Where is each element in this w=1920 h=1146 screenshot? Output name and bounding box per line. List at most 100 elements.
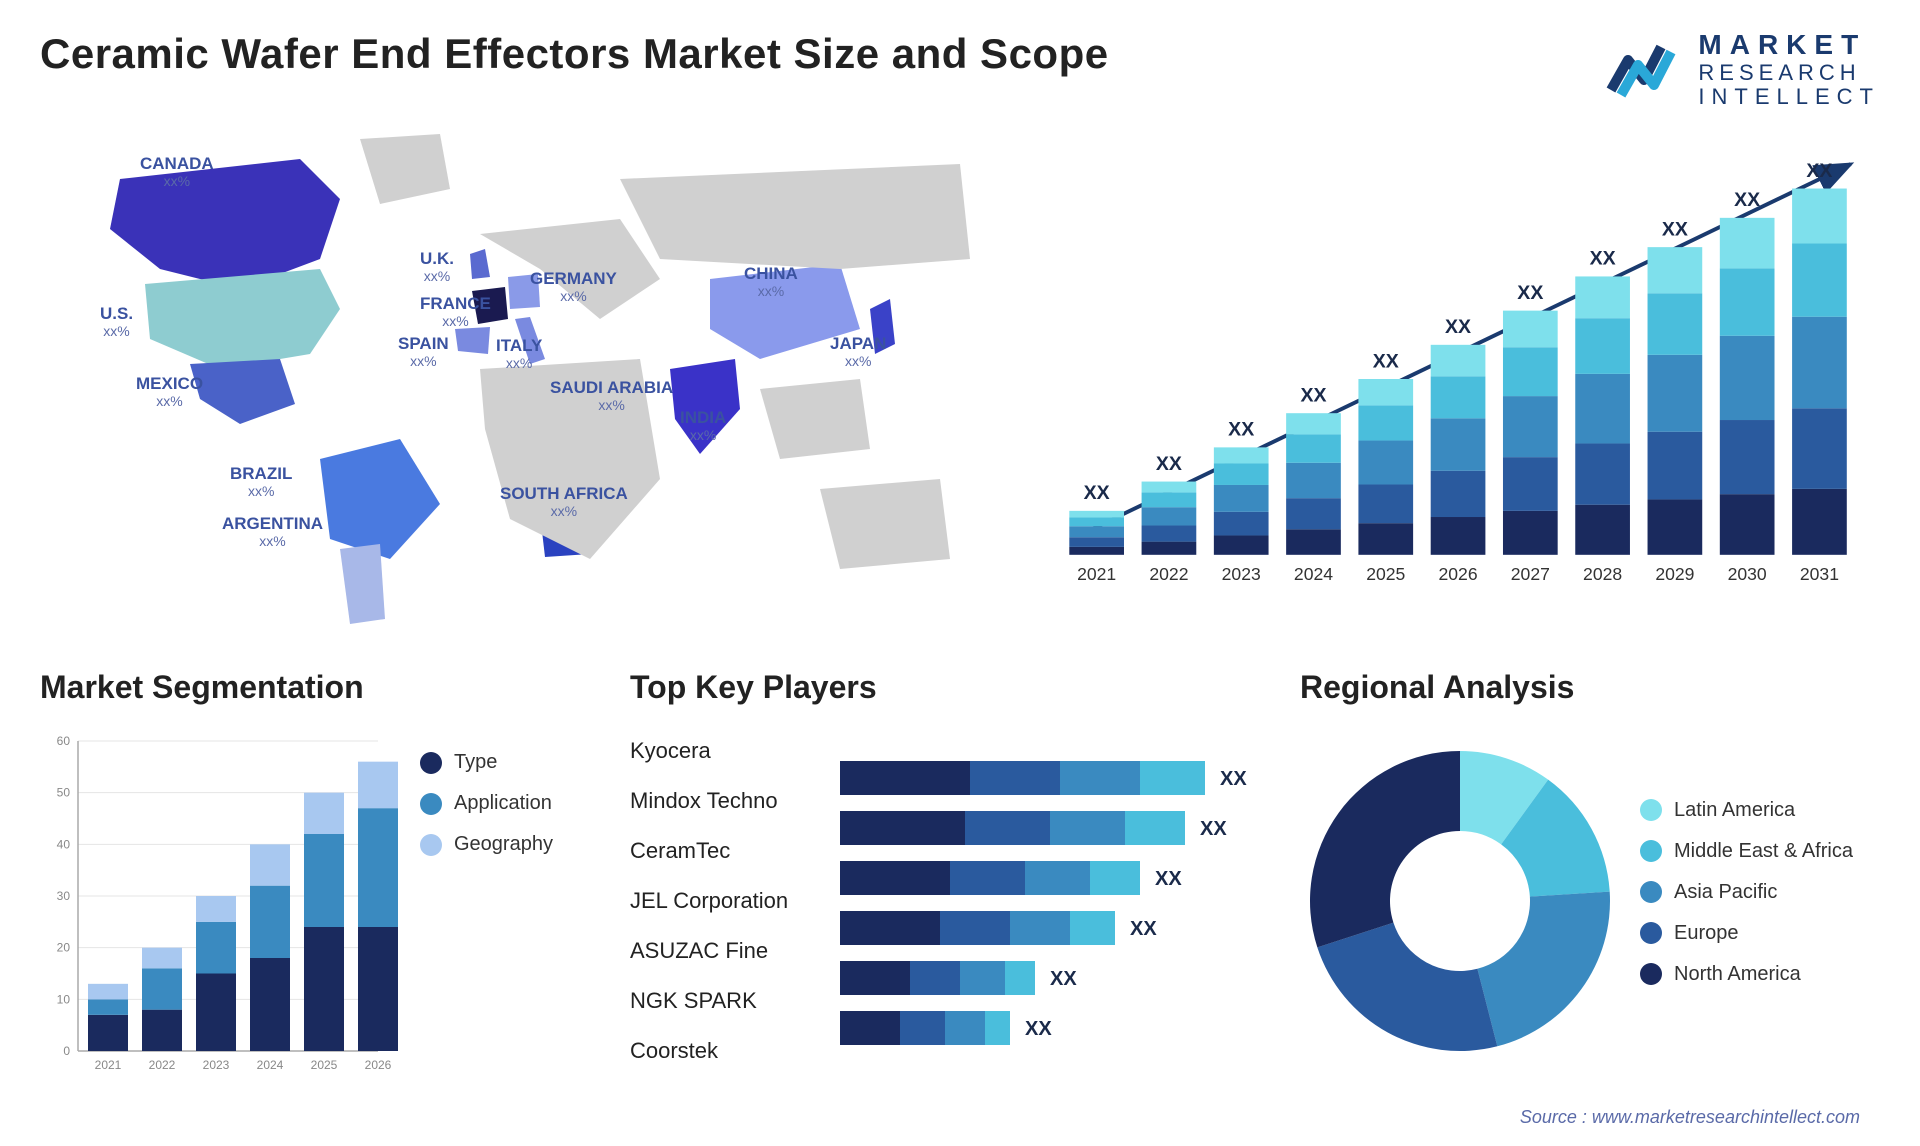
seg-year-label: 2026 bbox=[365, 1058, 392, 1072]
growth-svg: XX2021XX2022XX2023XX2024XX2025XX2026XX20… bbox=[1040, 119, 1880, 639]
growth-bar-seg bbox=[1503, 311, 1558, 348]
seg-bar-seg bbox=[304, 834, 344, 927]
swatch bbox=[420, 834, 442, 856]
player-bar-seg bbox=[970, 761, 1060, 795]
seg-bar-seg bbox=[196, 896, 236, 922]
country-spain bbox=[455, 327, 490, 354]
growth-bar-seg bbox=[1792, 317, 1847, 409]
player-bar-seg bbox=[840, 961, 910, 995]
map-label-india: INDIAxx% bbox=[680, 409, 726, 443]
players-list: KyoceraMindox TechnoCeramTecJEL Corporat… bbox=[630, 721, 830, 1081]
player-value-label: XX bbox=[1155, 868, 1182, 890]
y-tick-label: 40 bbox=[57, 838, 71, 852]
map-label-mexico: MEXICOxx% bbox=[136, 375, 203, 409]
country-brazil bbox=[320, 439, 440, 559]
seg-year-label: 2021 bbox=[95, 1058, 122, 1072]
growth-value-label: XX bbox=[1734, 189, 1760, 211]
seg-bar-seg bbox=[358, 762, 398, 809]
seg-bar-seg bbox=[358, 808, 398, 927]
growth-year-label: 2021 bbox=[1077, 564, 1116, 584]
player-bar-seg bbox=[840, 761, 970, 795]
swatch bbox=[1640, 840, 1662, 862]
legend-label: Type bbox=[454, 751, 497, 774]
player-bar-seg bbox=[1010, 911, 1070, 945]
y-tick-label: 60 bbox=[57, 734, 71, 748]
growth-bar-seg bbox=[1503, 511, 1558, 555]
growth-bar-seg bbox=[1214, 464, 1269, 485]
country-argentina bbox=[340, 544, 385, 624]
donut-slice bbox=[1477, 892, 1610, 1047]
growth-bar-seg bbox=[1648, 432, 1703, 500]
legend-label: Asia Pacific bbox=[1674, 881, 1777, 904]
growth-bar-seg bbox=[1575, 505, 1630, 555]
growth-value-label: XX bbox=[1662, 219, 1688, 241]
growth-bar-seg bbox=[1069, 526, 1124, 537]
legend-label: Europe bbox=[1674, 922, 1739, 945]
player-bar-seg bbox=[1060, 761, 1140, 795]
map-label-argentina: ARGENTINAxx% bbox=[222, 515, 323, 549]
player-bar-seg bbox=[840, 811, 965, 845]
player-bar-seg bbox=[950, 861, 1025, 895]
region-legend-item: Asia Pacific bbox=[1640, 881, 1880, 904]
map-label-canada: CANADAxx% bbox=[140, 155, 214, 189]
player-value-label: XX bbox=[1220, 768, 1247, 790]
header: Ceramic Wafer End Effectors Market Size … bbox=[40, 30, 1880, 109]
logo-line-3: INTELLECT bbox=[1698, 85, 1880, 109]
regional-legend: Latin AmericaMiddle East & AfricaAsia Pa… bbox=[1640, 799, 1880, 1004]
seg-bar-seg bbox=[196, 922, 236, 974]
player-bar-seg bbox=[1090, 861, 1140, 895]
player-bar-seg bbox=[1070, 911, 1115, 945]
country-sea-bg bbox=[760, 379, 870, 459]
growth-year-label: 2025 bbox=[1366, 564, 1405, 584]
seg-bar-seg bbox=[250, 886, 290, 958]
player-bar-seg bbox=[960, 961, 1005, 995]
growth-bar-seg bbox=[1286, 435, 1341, 463]
growth-bar-seg bbox=[1069, 547, 1124, 555]
region-legend-item: Europe bbox=[1640, 922, 1880, 945]
player-bar-seg bbox=[840, 911, 940, 945]
seg-bar-seg bbox=[142, 969, 182, 1010]
player-name: JEL Corporation bbox=[630, 888, 830, 914]
growth-bar-seg bbox=[1142, 526, 1197, 542]
growth-value-label: XX bbox=[1300, 385, 1326, 407]
regional-donut bbox=[1300, 741, 1620, 1061]
logo-line-2: RESEARCH bbox=[1698, 61, 1880, 85]
donut-slice bbox=[1310, 751, 1460, 947]
legend-label: Application bbox=[454, 792, 552, 815]
growth-bar-seg bbox=[1503, 396, 1558, 457]
seg-bar-seg bbox=[358, 927, 398, 1051]
growth-bar-seg bbox=[1358, 441, 1413, 485]
growth-bar-seg bbox=[1142, 542, 1197, 555]
growth-bar-seg bbox=[1792, 189, 1847, 244]
map-label-brazil: BRAZILxx% bbox=[230, 465, 292, 499]
segmentation-panel: Market Segmentation 01020304050602021202… bbox=[40, 669, 600, 1099]
seg-bar-seg bbox=[250, 845, 290, 886]
swatch bbox=[1640, 922, 1662, 944]
growth-bar-seg bbox=[1431, 517, 1486, 555]
player-bar-seg bbox=[1025, 861, 1090, 895]
growth-bar-seg bbox=[1720, 269, 1775, 336]
growth-bar-seg bbox=[1720, 494, 1775, 555]
growth-value-label: XX bbox=[1156, 453, 1182, 475]
y-tick-label: 10 bbox=[57, 993, 71, 1007]
swatch bbox=[1640, 881, 1662, 903]
player-name: NGK SPARK bbox=[630, 988, 830, 1014]
growth-year-label: 2026 bbox=[1438, 564, 1477, 584]
map-label-china: CHINAxx% bbox=[744, 265, 798, 299]
growth-bar-seg bbox=[1503, 347, 1558, 396]
growth-bar-seg bbox=[1648, 293, 1703, 355]
map-label-germany: GERMANYxx% bbox=[530, 270, 617, 304]
player-name: Mindox Techno bbox=[630, 788, 830, 814]
growth-bar-seg bbox=[1358, 406, 1413, 441]
growth-value-label: XX bbox=[1517, 282, 1543, 304]
growth-value-label: XX bbox=[1084, 482, 1110, 504]
growth-bar-seg bbox=[1214, 448, 1269, 464]
map-label-france: FRANCExx% bbox=[420, 295, 491, 329]
source-attribution: Source : www.marketresearchintellect.com bbox=[1520, 1107, 1860, 1128]
growth-bar-seg bbox=[1142, 482, 1197, 493]
seg-year-label: 2025 bbox=[311, 1058, 338, 1072]
growth-bar-seg bbox=[1142, 493, 1197, 508]
growth-bar-seg bbox=[1648, 355, 1703, 432]
player-value-label: XX bbox=[1200, 818, 1227, 840]
growth-bar-seg bbox=[1214, 512, 1269, 536]
